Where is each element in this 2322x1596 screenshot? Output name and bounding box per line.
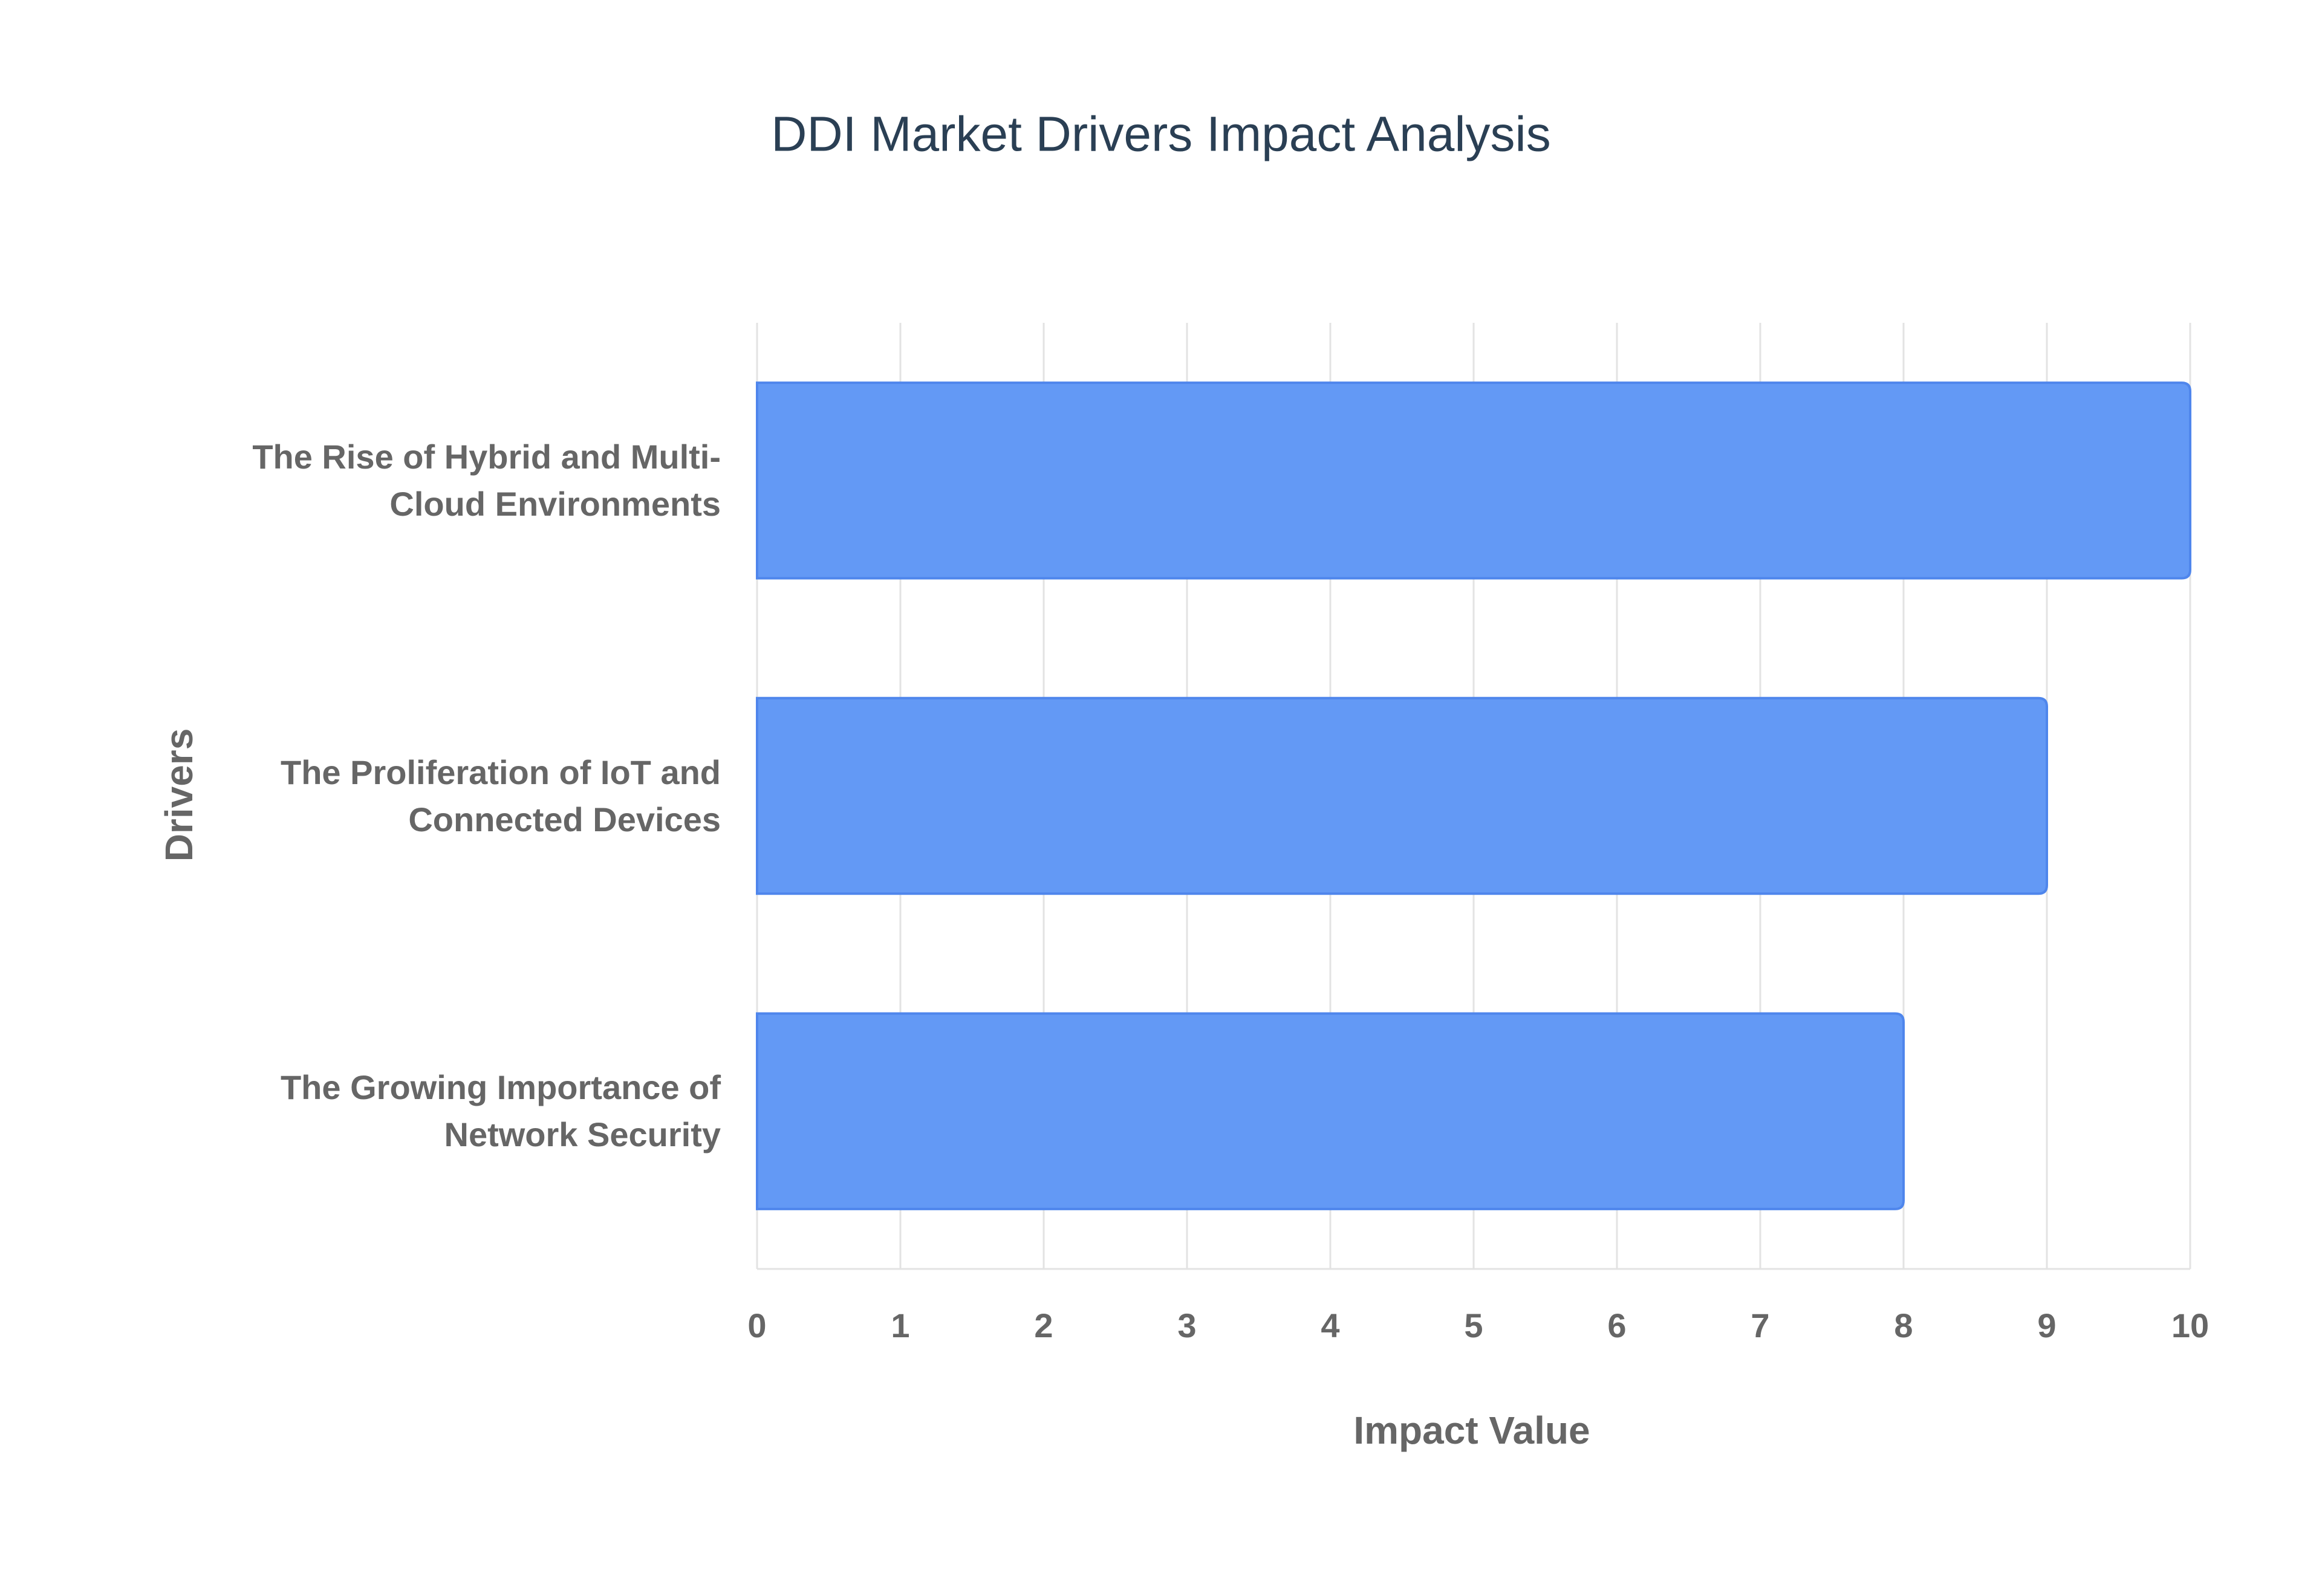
x-tick-label: 7 [1751,1306,1769,1345]
x-tick-label: 0 [747,1306,766,1345]
y-tick-label: The Proliferation of IoT and Connected D… [281,753,721,839]
y-tick-label: The Rise of Hybrid and Multi-Cloud Envir… [252,437,721,523]
x-tick-label: 5 [1464,1306,1483,1345]
x-tick-label: 1 [891,1306,909,1345]
y-tick-label: The Growing Importance of Network Securi… [280,1068,721,1154]
y-axis-title: Drivers [157,728,201,862]
bar [756,696,2048,895]
bar [756,381,2191,580]
x-tick-label: 10 [2171,1306,2209,1345]
x-tick-label: 6 [1607,1306,1626,1345]
chart-title: DDI Market Drivers Impact Analysis [771,107,1551,162]
x-axis-title: Impact Value [1353,1409,1590,1452]
x-tick-label: 3 [1177,1306,1196,1345]
x-tick-label: 4 [1321,1306,1339,1345]
x-tick-label: 2 [1034,1306,1053,1345]
bar [756,1012,1905,1210]
x-tick-label: 9 [2037,1306,2056,1345]
x-tick-label: 8 [1894,1306,1913,1345]
